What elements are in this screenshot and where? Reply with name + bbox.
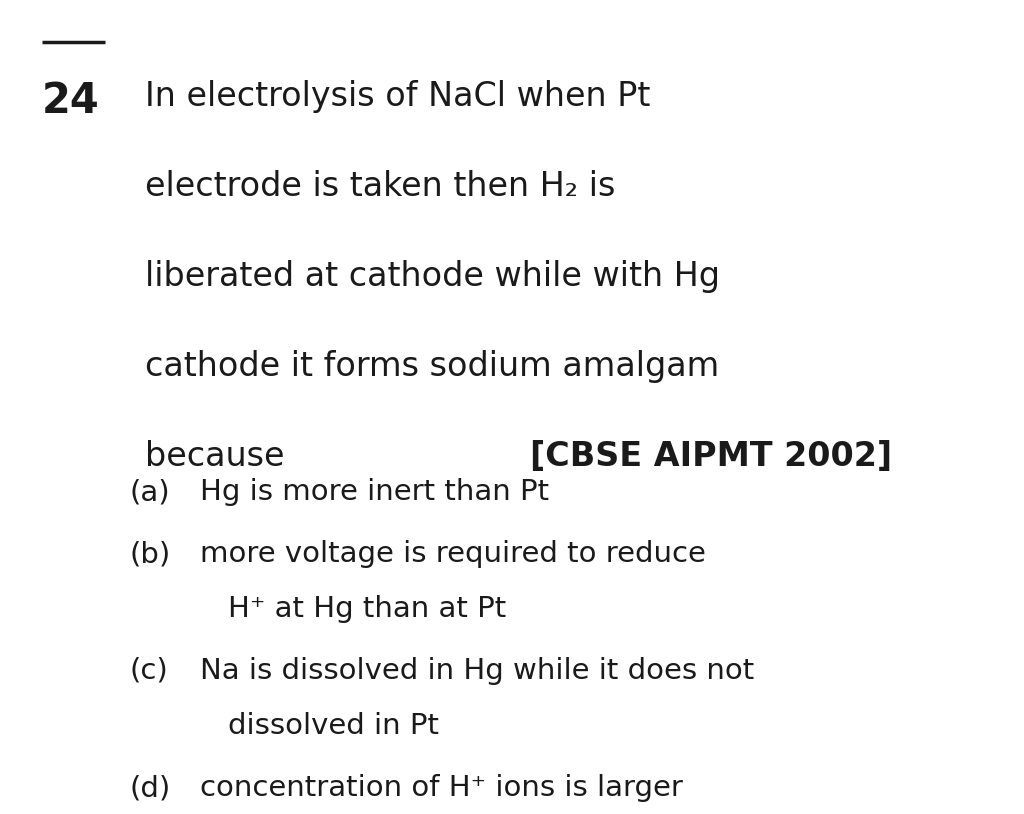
Text: concentration of H⁺ ions is larger: concentration of H⁺ ions is larger — [200, 774, 683, 802]
Text: (a): (a) — [130, 478, 171, 506]
Text: electrode is taken then H₂ is: electrode is taken then H₂ is — [145, 170, 615, 203]
Text: dissolved in Pt: dissolved in Pt — [228, 712, 439, 740]
Text: 24: 24 — [42, 80, 99, 122]
Text: (c): (c) — [130, 657, 169, 685]
Text: (d): (d) — [130, 774, 171, 802]
Text: In electrolysis of NaCl when Pt: In electrolysis of NaCl when Pt — [145, 80, 650, 113]
Text: [CBSE AIPMT 2002]: [CBSE AIPMT 2002] — [530, 440, 892, 473]
Text: liberated at cathode while with Hg: liberated at cathode while with Hg — [145, 260, 720, 293]
Text: more voltage is required to reduce: more voltage is required to reduce — [200, 540, 706, 568]
Text: H⁺ at Hg than at Pt: H⁺ at Hg than at Pt — [228, 595, 506, 623]
Text: cathode it forms sodium amalgam: cathode it forms sodium amalgam — [145, 350, 719, 383]
Text: Na is dissolved in Hg while it does not: Na is dissolved in Hg while it does not — [200, 657, 755, 685]
Text: (b): (b) — [130, 540, 171, 568]
Text: because: because — [145, 440, 285, 473]
Text: Hg is more inert than Pt: Hg is more inert than Pt — [200, 478, 549, 506]
